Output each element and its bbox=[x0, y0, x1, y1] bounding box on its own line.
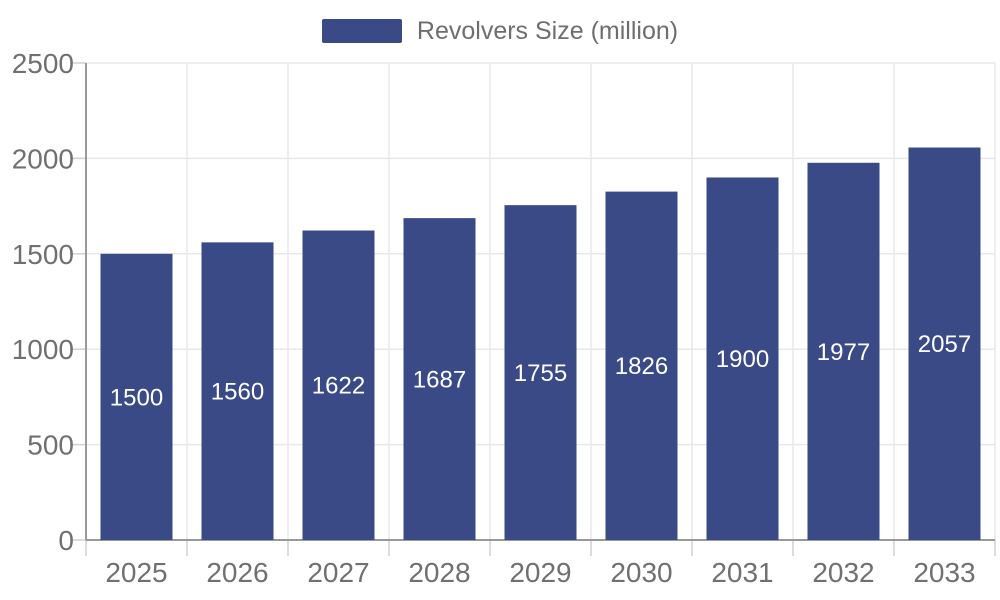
bar-value-label: 1900 bbox=[716, 346, 769, 373]
x-axis-label: 2027 bbox=[307, 557, 369, 588]
y-axis-label: 500 bbox=[27, 430, 74, 461]
bar-2029[interactable] bbox=[504, 205, 577, 540]
legend[interactable]: Revolvers Size (million) bbox=[0, 17, 1000, 45]
bar-2028[interactable] bbox=[403, 218, 476, 540]
bar-value-label: 1977 bbox=[817, 339, 870, 366]
bar-value-label: 2057 bbox=[918, 331, 971, 358]
bar-2025[interactable] bbox=[100, 253, 173, 541]
bar-value-label: 1500 bbox=[110, 384, 163, 411]
x-axis-label: 2032 bbox=[812, 557, 874, 588]
x-axis-label: 2026 bbox=[206, 557, 268, 588]
y-axis-label: 2000 bbox=[12, 143, 74, 174]
x-axis-label: 2029 bbox=[509, 557, 571, 588]
bar-2027[interactable] bbox=[302, 230, 375, 540]
bar-value-label: 1755 bbox=[514, 360, 567, 387]
x-axis-label: 2030 bbox=[610, 557, 672, 588]
bar-2032[interactable] bbox=[807, 162, 880, 541]
x-axis-label: 2031 bbox=[711, 557, 773, 588]
bar-value-label: 1622 bbox=[312, 373, 365, 400]
x-axis-label: 2028 bbox=[408, 557, 470, 588]
bar-2033[interactable] bbox=[908, 147, 981, 540]
bar-value-label: 1826 bbox=[615, 353, 668, 380]
legend-swatch bbox=[321, 19, 402, 43]
x-axis-label: 2033 bbox=[913, 557, 975, 588]
bar-value-label: 1687 bbox=[413, 366, 466, 393]
y-axis-label: 2500 bbox=[12, 48, 74, 79]
bar-2030[interactable] bbox=[605, 191, 678, 541]
bar-value-label: 1560 bbox=[211, 379, 264, 406]
bar-2031[interactable] bbox=[706, 177, 779, 541]
bar-2026[interactable] bbox=[201, 242, 274, 541]
y-axis-label: 0 bbox=[58, 525, 74, 556]
legend-label: Revolvers Size (million) bbox=[416, 17, 679, 45]
y-axis-label: 1000 bbox=[12, 334, 74, 365]
y-axis-label: 1500 bbox=[12, 239, 74, 270]
x-axis-label: 2025 bbox=[105, 557, 167, 588]
